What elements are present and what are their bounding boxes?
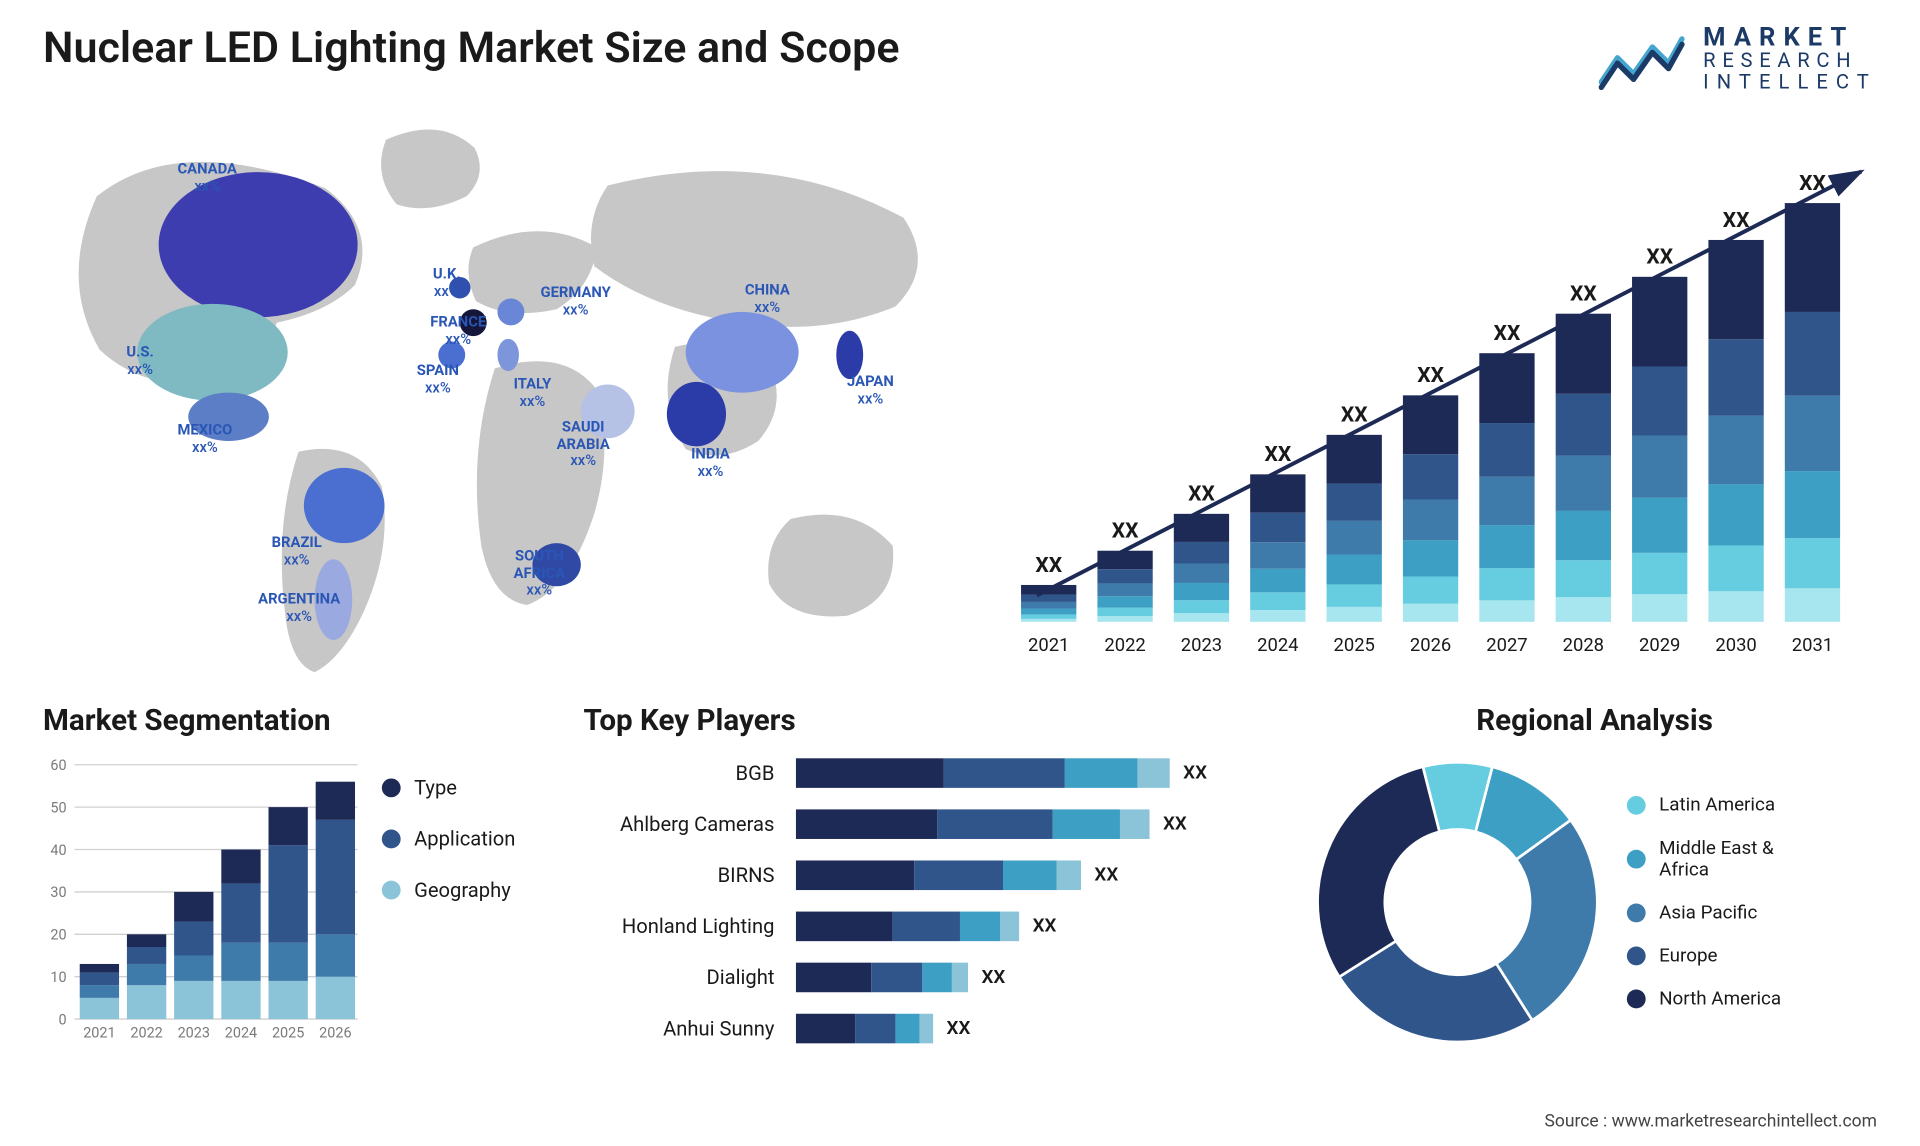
legend-item: Type — [382, 776, 557, 800]
svg-text:2026: 2026 — [1410, 635, 1451, 656]
map-country-label: MEXICOxx% — [177, 422, 232, 456]
svg-text:50: 50 — [50, 799, 66, 816]
player-name: Ahlberg Cameras — [584, 812, 786, 836]
player-row: Ahlberg Cameras XX — [584, 805, 1283, 843]
player-name: Honland Lighting — [584, 914, 786, 938]
players-chart: BGBXXAhlberg CamerasXXBIRNSXXHonland Lig… — [584, 754, 1283, 1061]
player-name: BIRNS — [584, 863, 786, 887]
player-row: Dialight XX — [584, 959, 1283, 997]
player-name: BGB — [584, 761, 786, 785]
segmentation-legend: Type Application Geography — [382, 776, 557, 1069]
map-country-label: U.S.xx% — [126, 344, 153, 378]
legend-item: Application — [382, 827, 557, 851]
player-value: XX — [1183, 762, 1207, 784]
svg-text:XX: XX — [1188, 482, 1215, 507]
player-value: XX — [1163, 813, 1187, 835]
player-row: BGB XX — [584, 754, 1283, 792]
segmentation-chart: 0 10 20 30 40 50 60 2021 2022 2023 2024 2025 2026 — [43, 754, 358, 1069]
svg-text:2022: 2022 — [130, 1024, 162, 1041]
svg-text:2024: 2024 — [225, 1024, 257, 1041]
legend-item: Latin America — [1627, 795, 1781, 817]
svg-text:XX: XX — [1494, 321, 1521, 346]
player-bar — [796, 758, 1170, 788]
svg-text:2025: 2025 — [272, 1024, 304, 1041]
legend-item: Asia Pacific — [1627, 902, 1781, 924]
svg-text:0: 0 — [59, 1011, 67, 1028]
svg-text:XX: XX — [1341, 403, 1368, 428]
source-line: Source : www.marketresearchintellect.com — [1545, 1112, 1877, 1132]
legend-item: Europe — [1627, 945, 1781, 967]
svg-text:2030: 2030 — [1715, 635, 1756, 656]
regional-title: Regional Analysis — [1310, 705, 1880, 739]
map-country-label: CHINAxx% — [745, 282, 790, 316]
svg-text:2025: 2025 — [1333, 635, 1374, 656]
player-bar — [796, 963, 968, 993]
legend-item: Geography — [382, 878, 557, 902]
map-country-label: SAUDIARABIAxx% — [557, 419, 610, 470]
map-country-label: FRANCExx% — [430, 315, 486, 349]
player-value: XX — [1033, 916, 1057, 938]
player-bar — [796, 1014, 933, 1044]
legend-item: Middle East &Africa — [1627, 838, 1781, 881]
svg-text:30: 30 — [50, 884, 66, 901]
regional-donut — [1310, 754, 1606, 1050]
page-title: Nuclear LED Lighting Market Size and Sco… — [43, 22, 899, 73]
svg-text:2027: 2027 — [1486, 635, 1527, 656]
map-country-label: BRAZILxx% — [272, 535, 322, 569]
legend-item: North America — [1627, 988, 1781, 1010]
player-row: Anhui Sunny XX — [584, 1010, 1283, 1048]
player-name: Anhui Sunny — [584, 1016, 786, 1040]
svg-text:60: 60 — [50, 757, 66, 774]
map-country-label: ARGENTINAxx% — [258, 592, 340, 626]
map-country-label: CANADAxx% — [177, 161, 237, 195]
svg-text:XX: XX — [1570, 282, 1597, 307]
logo-text-3: INTELLECT — [1703, 72, 1877, 93]
map-country-label: ITALYxx% — [514, 376, 552, 410]
svg-text:40: 40 — [50, 842, 66, 859]
player-row: Honland Lighting XX — [584, 908, 1283, 946]
svg-text:XX: XX — [1112, 519, 1139, 544]
player-row: BIRNS XX — [584, 856, 1283, 894]
map-country-label: SPAINxx% — [417, 363, 459, 397]
player-name: Dialight — [584, 965, 786, 989]
player-bar — [796, 860, 1081, 890]
logo-text-1: MARKET — [1703, 24, 1877, 51]
logo-mark-icon — [1598, 28, 1684, 90]
svg-text:20: 20 — [50, 927, 66, 944]
player-bar — [796, 912, 1019, 942]
svg-text:2022: 2022 — [1104, 635, 1145, 656]
map-country-label: SOUTHAFRICAxx% — [514, 549, 565, 600]
svg-text:XX: XX — [1646, 245, 1673, 270]
svg-text:XX: XX — [1035, 553, 1062, 578]
map-country-label: GERMANYxx% — [540, 285, 610, 319]
player-value: XX — [1094, 865, 1118, 887]
map-country-label: U.K.xx% — [433, 266, 461, 300]
player-bar — [796, 809, 1150, 839]
brand-logo: MARKET RESEARCH INTELLECT — [1598, 24, 1877, 93]
world-map: CANADAxx% U.S.xx% MEXICOxx% BRAZILxx% ARGENT… — [43, 116, 971, 681]
svg-text:10: 10 — [50, 969, 66, 986]
segmentation-title: Market Segmentation — [43, 705, 557, 739]
svg-text:2024: 2024 — [1257, 635, 1298, 656]
svg-text:2028: 2028 — [1563, 635, 1604, 656]
svg-text:2026: 2026 — [319, 1024, 351, 1041]
svg-text:2023: 2023 — [178, 1024, 210, 1041]
regional-legend: Latin America Middle East &Africa Asia Pac… — [1627, 795, 1781, 1010]
player-value: XX — [981, 967, 1005, 989]
svg-text:XX: XX — [1417, 363, 1444, 388]
svg-text:2021: 2021 — [83, 1024, 115, 1041]
players-title: Top Key Players — [584, 705, 1283, 739]
map-country-label: JAPANxx% — [847, 374, 894, 408]
svg-text:2021: 2021 — [1028, 635, 1069, 656]
map-country-label: INDIAxx% — [691, 446, 730, 480]
svg-text:XX: XX — [1264, 442, 1291, 467]
forecast-chart: XX 2021 XX 2022 XX 2023 XX 2024 XX 2025 XX 2026 XX 20… — [971, 116, 1880, 681]
player-value: XX — [947, 1018, 971, 1040]
svg-text:2023: 2023 — [1181, 635, 1222, 656]
svg-text:2031: 2031 — [1792, 635, 1833, 656]
svg-text:2029: 2029 — [1639, 635, 1680, 656]
